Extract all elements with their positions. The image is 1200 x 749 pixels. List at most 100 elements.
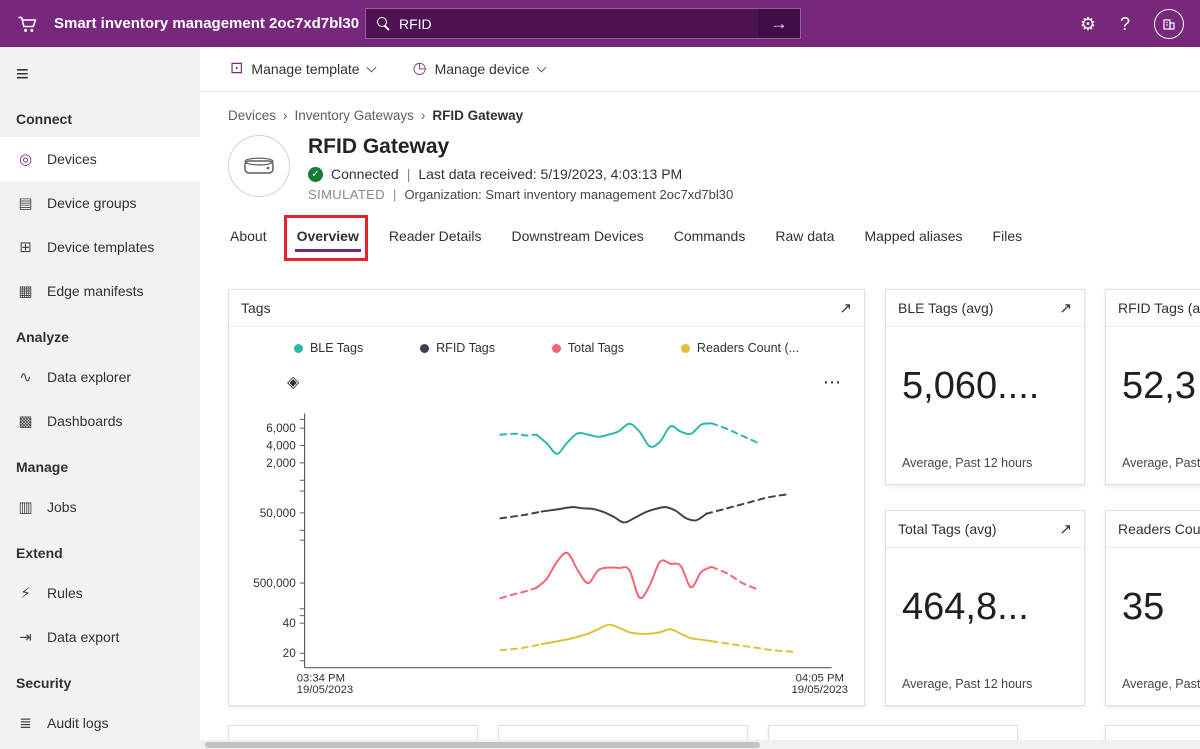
manage-template-icon: ⊡ [230,60,244,77]
sidebar-item-label: Rules [47,585,83,601]
hamburger-icon: ≡ [16,61,29,86]
legend-dot [420,343,430,353]
legend-item-rfid[interactable]: RFID Tags [420,341,495,355]
connection-status: Connected [331,166,399,182]
sidebar-item-label: Data export [47,629,120,645]
tile-readers-count: Readers Count (avg) 35 Average, Past 12 … [1105,510,1200,706]
sidebar-toggle-button[interactable]: ≡ [0,55,200,95]
kpi-caption: Average, Past 12 hours [902,677,1033,691]
legend-label: Readers Count (... [696,341,800,355]
tile-title: Total Tags (avg) [898,521,997,537]
tile-header: Tags ↗ [229,290,864,327]
tab-downstream-devices[interactable]: Downstream Devices [511,228,644,244]
legend-label: BLE Tags [309,341,364,355]
breadcrumb-inventory-gateways[interactable]: Inventory Gateways [294,108,414,123]
manage-template-menu[interactable]: ⊡ Manage template [230,60,377,77]
svg-text:4,000: 4,000 [266,439,296,452]
tab-reader-details[interactable]: Reader Details [388,228,482,244]
sidebar-item-device-groups[interactable]: ▤ Device groups [0,181,200,225]
sidebar-item-data-export[interactable]: ⇥ Data export [0,615,200,659]
app-logo-cart-icon[interactable] [16,14,40,34]
jobs-icon: ▥ [18,499,33,516]
data-explorer-icon: ∿ [19,369,32,386]
more-options-icon[interactable]: ⋯ [823,371,842,392]
audit-logs-icon: ≣ [19,715,32,732]
legend-item-total[interactable]: Total Tags [551,341,624,355]
sidebar-item-audit-logs[interactable]: ≣ Audit logs [0,701,200,745]
top-bar: Smart inventory management 2oc7xd7bl30 →… [0,0,1200,47]
kpi-value: 35 [1122,586,1165,628]
device-status-row: ✓ Connected | Last data received: 5/19/2… [308,166,733,182]
sidebar-item-label: Data explorer [47,369,132,385]
tile-header: BLE Tags (avg) ↗ [886,290,1084,327]
tile-header: RFID Tags (avg) [1106,290,1200,327]
horizontal-scrollbar-thumb[interactable] [205,741,760,748]
manage-device-icon: ◷ [412,60,427,77]
sidebar-item-devices[interactable]: ◎ Devices [0,137,200,181]
sidebar-item-jobs[interactable]: ▥ Jobs [0,485,200,529]
legend-label: RFID Tags [436,341,495,355]
horizontal-scrollbar[interactable] [200,740,1200,749]
legend-item-readers[interactable]: Readers Count (... [680,341,800,355]
page-title: RFID Gateway [308,135,450,158]
separator: | [393,187,397,202]
settings-gear-icon[interactable]: ⚙ [1079,13,1096,34]
sidebar-item-edge-manifests[interactable]: ▦ Edge manifests [0,269,200,313]
app-title: Smart inventory management 2oc7xd7bl30 [54,15,360,32]
chevron-down-icon [536,62,546,73]
breadcrumb-current: RFID Gateway [432,108,524,123]
help-icon[interactable]: ? [1119,13,1130,34]
data-export-icon: ⇥ [19,629,32,646]
tab-overview[interactable]: Overview [294,222,362,255]
tab-commands[interactable]: Commands [673,228,746,244]
device-avatar [228,135,290,197]
device-header: RFID Gateway ✓ Connected | Last data rec… [228,135,1200,202]
svg-text:2,000: 2,000 [266,457,296,470]
svg-text:6,000: 6,000 [266,422,296,435]
chart-legend: BLE Tags RFID Tags Total Tags [229,327,864,369]
rules-icon: ⚡ [20,585,31,602]
manage-device-menu[interactable]: ◷ Manage device [412,60,546,77]
device-templates-icon: ⊞ [19,239,32,256]
tile-rfid-tags: RFID Tags (avg) 52,3 Average, Past 12 ho… [1105,289,1200,485]
expand-icon[interactable]: ↗ [1059,300,1072,317]
sidebar-item-device-templates[interactable]: ⊞ Device templates [0,225,200,269]
sidebar-item-label: Device groups [47,195,137,211]
tile-header: Readers Count (avg) [1106,511,1200,548]
sidebar-section-extend: Extend [16,545,63,561]
expand-icon[interactable]: ↗ [839,300,852,317]
search-submit-button[interactable]: → [758,9,800,38]
kpi-value: 5,060.... [902,365,1040,407]
breadcrumb-separator: › [283,108,288,123]
main-area: ⊡ Manage template ◷ Manage device Device… [200,47,1200,749]
legend-item-ble[interactable]: BLE Tags [293,341,364,355]
device-info: RFID Gateway ✓ Connected | Last data rec… [308,135,733,202]
account-avatar[interactable] [1154,8,1184,39]
kpi-value: 52,3 [1122,365,1196,407]
manage-template-label: Manage template [251,61,360,77]
tab-files[interactable]: Files [992,228,1023,244]
tile-title: Readers Count (avg) [1118,521,1200,537]
device-groups-icon: ▤ [18,195,33,212]
tab-mapped-aliases[interactable]: Mapped aliases [864,228,963,244]
expand-icon[interactable]: ↗ [1059,521,1072,538]
chevron-down-icon [366,62,377,73]
chart-toolbar: ◈ ⋯ [229,369,864,395]
kpi-caption: Average, Past 12 hours [1122,677,1200,691]
device-meta-row: SIMULATED | Organization: Smart inventor… [308,187,733,202]
breadcrumb-devices[interactable]: Devices [228,108,277,123]
tab-about[interactable]: About [230,228,267,244]
sidebar-section-connect: Connect [16,111,72,127]
svg-text:19/05/2023: 19/05/2023 [792,684,848,696]
topbar-actions: ⚙ ? [1080,0,1184,47]
sidebar-section-analyze: Analyze [16,329,69,345]
sidebar-item-dashboards[interactable]: ▩ Dashboards [0,399,200,443]
sidebar-item-rules[interactable]: ⚡ Rules [0,571,200,615]
search-input[interactable] [399,15,758,32]
layers-icon[interactable]: ◈ [287,374,300,391]
manage-device-label: Manage device [434,61,530,77]
tile-header: Total Tags (avg) ↗ [886,511,1084,548]
sidebar-item-data-explorer[interactable]: ∿ Data explorer [0,355,200,399]
tab-raw-data[interactable]: Raw data [775,228,835,244]
